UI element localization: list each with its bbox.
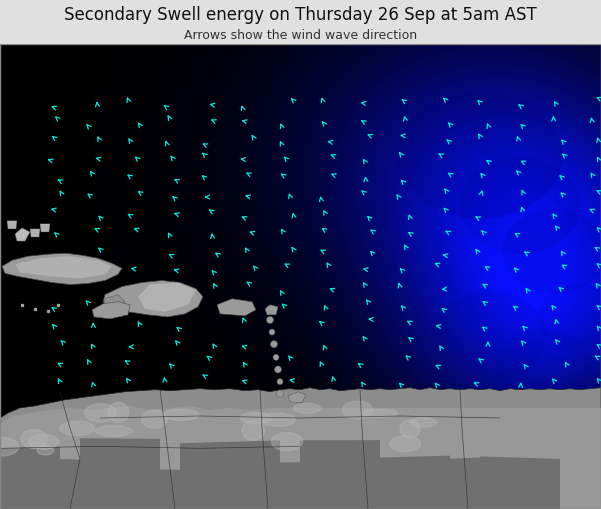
Ellipse shape	[141, 410, 167, 429]
Circle shape	[276, 390, 284, 398]
Polygon shape	[103, 295, 125, 312]
Text: Secondary Swell energy on Thursday 26 Sep at 5am AST: Secondary Swell energy on Thursday 26 Se…	[64, 6, 537, 24]
Polygon shape	[350, 458, 450, 509]
Polygon shape	[265, 305, 278, 315]
Ellipse shape	[242, 421, 264, 440]
Polygon shape	[100, 469, 200, 509]
Ellipse shape	[240, 413, 272, 423]
Polygon shape	[30, 230, 40, 238]
Ellipse shape	[497, 330, 593, 406]
Polygon shape	[50, 456, 100, 509]
Ellipse shape	[433, 292, 547, 383]
Polygon shape	[288, 392, 306, 403]
Ellipse shape	[59, 421, 94, 436]
Polygon shape	[103, 281, 203, 317]
Ellipse shape	[108, 403, 129, 422]
Ellipse shape	[390, 436, 421, 452]
Polygon shape	[0, 447, 60, 509]
Polygon shape	[280, 467, 360, 509]
Polygon shape	[15, 229, 30, 242]
Ellipse shape	[29, 435, 59, 449]
Ellipse shape	[502, 209, 601, 294]
Polygon shape	[40, 224, 50, 233]
Ellipse shape	[460, 158, 580, 254]
Ellipse shape	[37, 446, 54, 455]
Polygon shape	[400, 461, 480, 509]
Ellipse shape	[410, 418, 436, 428]
Polygon shape	[7, 221, 17, 230]
Text: Arrows show the wind wave direction: Arrows show the wind wave direction	[184, 29, 417, 41]
Polygon shape	[300, 438, 380, 509]
Ellipse shape	[538, 284, 601, 351]
Circle shape	[266, 317, 273, 324]
Ellipse shape	[400, 420, 420, 438]
Polygon shape	[0, 388, 601, 509]
Ellipse shape	[163, 409, 199, 421]
Ellipse shape	[260, 413, 295, 427]
Polygon shape	[92, 302, 130, 319]
Polygon shape	[138, 283, 196, 312]
Circle shape	[275, 366, 281, 373]
Ellipse shape	[95, 426, 132, 437]
Polygon shape	[15, 257, 112, 279]
Circle shape	[269, 329, 275, 335]
Polygon shape	[480, 457, 560, 509]
Polygon shape	[200, 461, 300, 509]
Polygon shape	[0, 406, 601, 509]
Circle shape	[273, 355, 279, 361]
Ellipse shape	[0, 437, 19, 456]
Circle shape	[277, 379, 283, 385]
Ellipse shape	[294, 404, 320, 413]
Ellipse shape	[21, 430, 47, 448]
Ellipse shape	[85, 404, 117, 422]
Ellipse shape	[271, 433, 303, 450]
Ellipse shape	[397, 92, 563, 219]
Polygon shape	[2, 253, 122, 285]
Ellipse shape	[361, 409, 398, 417]
Polygon shape	[80, 438, 160, 509]
Circle shape	[270, 341, 278, 348]
Polygon shape	[217, 299, 256, 316]
Ellipse shape	[343, 401, 373, 419]
Polygon shape	[180, 442, 280, 509]
